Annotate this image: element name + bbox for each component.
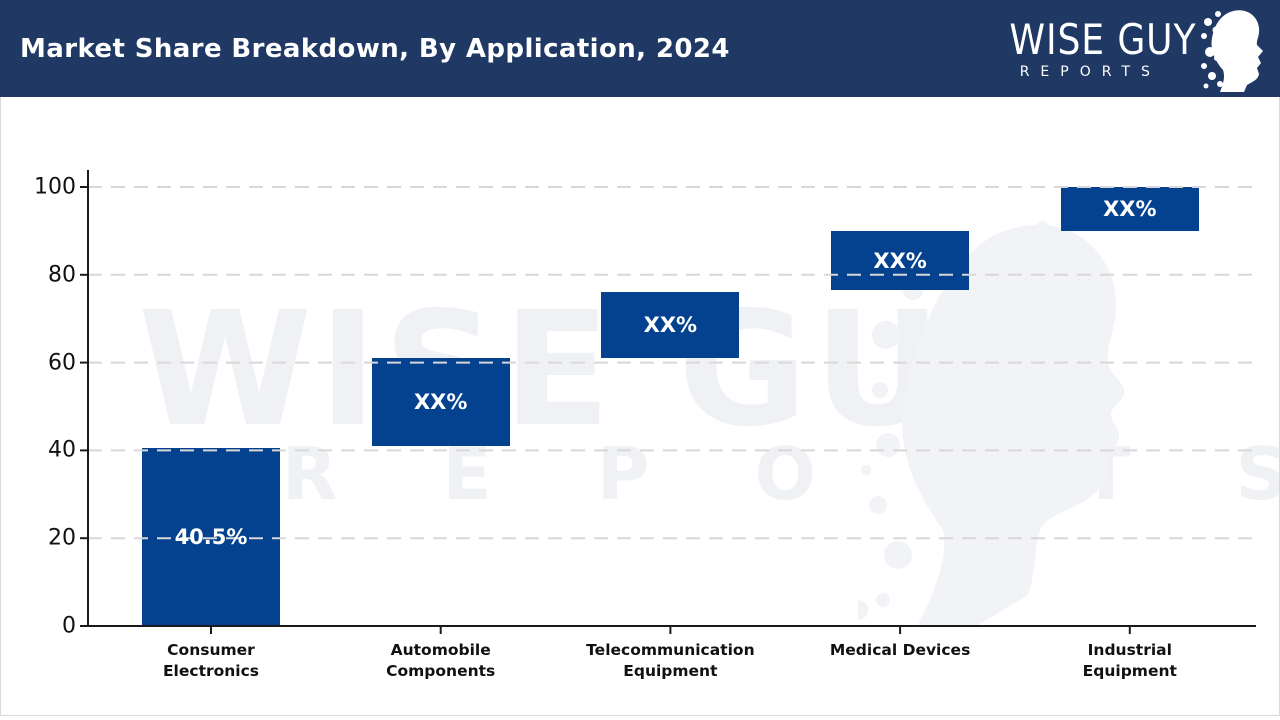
- bar-3: [601, 292, 740, 359]
- bar-value-label: XX%: [413, 390, 468, 415]
- y-tick-label: 0: [62, 613, 76, 639]
- y-tick-label: 100: [34, 174, 76, 200]
- bar-value-label: XX%: [1103, 196, 1157, 221]
- x-category-label: Industrial Equipment: [1082, 641, 1177, 680]
- x-category-label: Consumer Electronics: [162, 641, 260, 680]
- y-tick-label: 60: [48, 350, 76, 376]
- bar-4: [831, 230, 970, 291]
- bar-2: [371, 358, 510, 446]
- x-category-label: Telecommunication Equipment: [586, 641, 755, 680]
- logo-subtitle: REPORTS: [1019, 64, 1161, 80]
- y-tick-label: 40: [48, 437, 76, 463]
- bar-value-label: XX%: [873, 248, 927, 273]
- bar-value-label: XX%: [643, 313, 698, 338]
- page-title: Market Share Breakdown, By Application, …: [20, 33, 730, 64]
- bar-5: [1060, 187, 1199, 231]
- y-tick-label: 80: [48, 262, 76, 288]
- bar-value-label: 40.5%: [174, 525, 248, 550]
- header-bar: Market Share Breakdown, By Application, …: [0, 0, 1280, 97]
- logo-wordmark: WISE GUY: [1009, 15, 1196, 64]
- logo-text: WISE GUY REPORTS: [979, 15, 1196, 81]
- x-category-label: Automobile Components: [386, 641, 496, 680]
- wise-guy-reports-logo: WISE GUY REPORTS: [1009, 6, 1266, 94]
- x-category-label: Medical Devices: [829, 641, 971, 659]
- y-tick-label: 20: [48, 525, 76, 551]
- bar-1: [142, 448, 280, 626]
- logo-head-icon: [1201, 10, 1263, 92]
